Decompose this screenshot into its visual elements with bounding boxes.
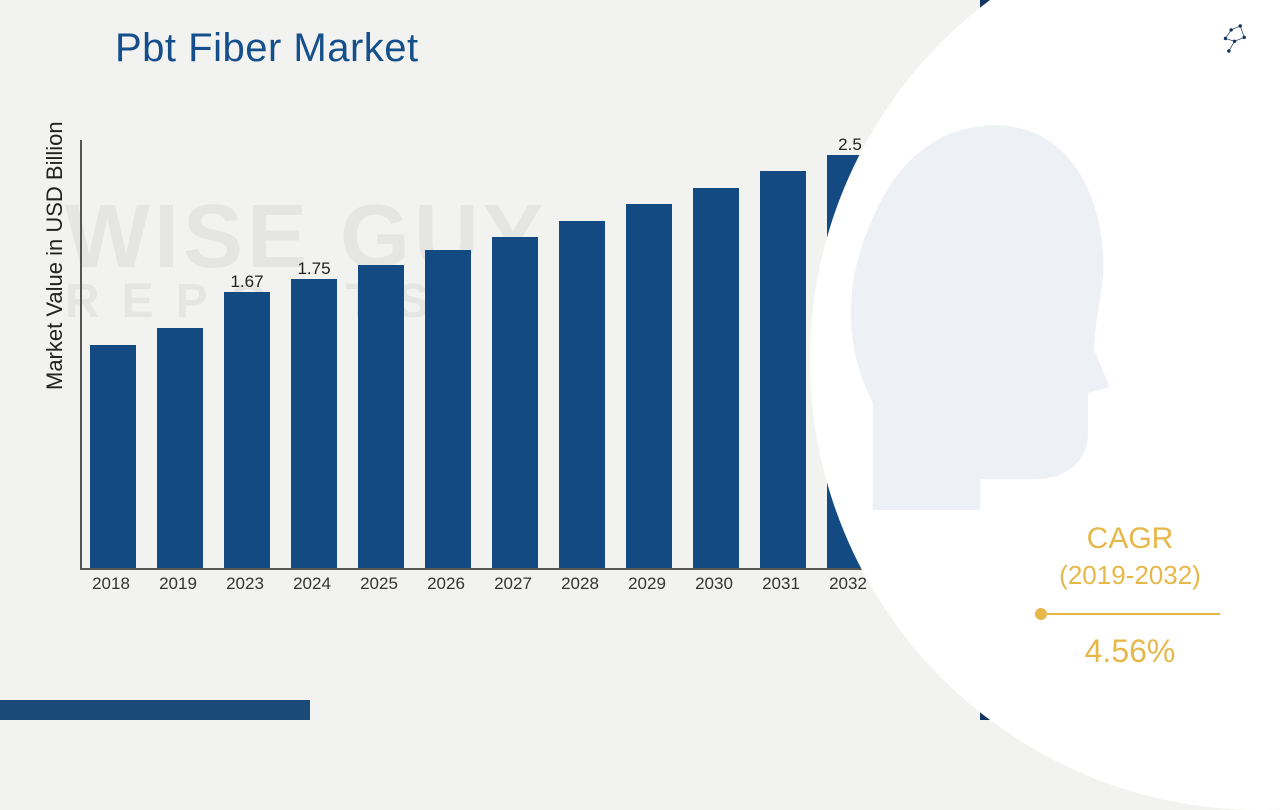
x-axis-ticks: 2018 2019 2023 2024 2025 2026 2027 2028 2029 2030… bbox=[80, 574, 900, 594]
bar-wrap bbox=[693, 188, 739, 568]
cagr-block: CAGR (2019-2032) 4.56% bbox=[1020, 522, 1240, 670]
x-tick-label: 2027 bbox=[490, 574, 536, 594]
x-tick-label: 2025 bbox=[356, 574, 402, 594]
cagr-title: CAGR bbox=[1020, 522, 1240, 556]
bars-container: 1.671.752.5 bbox=[82, 140, 900, 568]
bar bbox=[425, 250, 471, 568]
bar bbox=[90, 345, 136, 568]
plot-area: 1.671.752.5 bbox=[80, 140, 900, 570]
bar-wrap bbox=[760, 171, 806, 568]
bar-wrap: 1.67 bbox=[224, 292, 270, 568]
x-tick-label: 2019 bbox=[155, 574, 201, 594]
bottom-accent-bar bbox=[0, 700, 310, 720]
bar bbox=[559, 221, 605, 568]
x-tick-label: 2031 bbox=[758, 574, 804, 594]
bar-wrap bbox=[90, 345, 136, 568]
bar-value-label: 1.67 bbox=[217, 272, 277, 292]
x-tick-label: 2029 bbox=[624, 574, 670, 594]
cagr-range: (2019-2032) bbox=[1020, 560, 1240, 591]
bar bbox=[760, 171, 806, 568]
bar-wrap bbox=[425, 250, 471, 568]
bar-wrap bbox=[626, 204, 672, 568]
bar-wrap: 1.75 bbox=[291, 279, 337, 568]
y-axis-label: Market Value in USD Billion bbox=[42, 121, 68, 390]
x-tick-label: 2024 bbox=[289, 574, 335, 594]
bar-wrap bbox=[358, 265, 404, 568]
x-tick-label: 2030 bbox=[691, 574, 737, 594]
bar bbox=[626, 204, 672, 568]
right-panel: WISE GUY R E P O R T S CAGR (2019-2032) … bbox=[980, 0, 1280, 720]
chart-title: Pbt Fiber Market bbox=[115, 26, 419, 71]
x-tick-label: 2023 bbox=[222, 574, 268, 594]
logo-head-icon bbox=[1200, 10, 1260, 84]
cagr-value: 4.56% bbox=[1020, 633, 1240, 670]
x-tick-label: 2018 bbox=[88, 574, 134, 594]
bar bbox=[224, 292, 270, 568]
bar bbox=[157, 328, 203, 568]
bar-value-label: 1.75 bbox=[284, 259, 344, 279]
bar bbox=[358, 265, 404, 568]
x-tick-label: 2026 bbox=[423, 574, 469, 594]
x-tick-label: 2028 bbox=[557, 574, 603, 594]
bar-wrap bbox=[157, 328, 203, 568]
bar bbox=[291, 279, 337, 568]
bar bbox=[492, 237, 538, 568]
x-tick-label: 2032 bbox=[825, 574, 871, 594]
bar-wrap bbox=[559, 221, 605, 568]
cagr-divider bbox=[1040, 613, 1220, 615]
bar bbox=[693, 188, 739, 568]
bar-wrap bbox=[492, 237, 538, 568]
